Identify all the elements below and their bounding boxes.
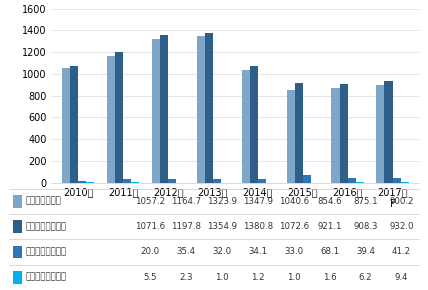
Bar <box>115 52 123 183</box>
Text: 900.2: 900.2 <box>389 197 414 206</box>
FancyBboxPatch shape <box>13 246 22 258</box>
Text: 1197.8: 1197.8 <box>171 222 201 231</box>
Bar <box>250 66 258 183</box>
Bar <box>160 35 168 183</box>
Bar <box>348 178 356 183</box>
Text: 1071.6: 1071.6 <box>135 222 165 231</box>
Bar <box>197 36 205 183</box>
Text: 1323.9: 1323.9 <box>207 197 237 206</box>
Bar <box>213 179 221 183</box>
Bar <box>152 39 160 183</box>
Text: 875.1: 875.1 <box>353 197 378 206</box>
Bar <box>168 179 176 183</box>
Bar <box>392 178 401 183</box>
Bar <box>205 32 213 183</box>
Bar <box>78 180 86 183</box>
Bar <box>356 182 364 183</box>
Text: 白糖需求量：万吨: 白糖需求量：万吨 <box>26 222 67 231</box>
Text: 908.3: 908.3 <box>353 222 378 231</box>
Text: 6.2: 6.2 <box>359 273 372 282</box>
FancyBboxPatch shape <box>13 220 22 233</box>
Bar <box>258 179 266 183</box>
Text: 1164.7: 1164.7 <box>171 197 201 206</box>
Bar <box>86 182 95 183</box>
Text: 5.5: 5.5 <box>143 273 157 282</box>
Bar <box>287 90 294 183</box>
Bar <box>376 85 384 183</box>
FancyBboxPatch shape <box>13 271 22 284</box>
Text: 1057.2: 1057.2 <box>135 197 165 206</box>
Text: 41.2: 41.2 <box>392 247 411 256</box>
Bar <box>62 68 70 183</box>
Text: 1.2: 1.2 <box>251 273 265 282</box>
Text: 白糖出口量：万吨: 白糖出口量：万吨 <box>26 273 67 282</box>
Text: 1040.6: 1040.6 <box>279 197 309 206</box>
Bar <box>242 70 250 183</box>
Text: 20.0: 20.0 <box>140 247 159 256</box>
Bar <box>339 84 348 183</box>
Text: 2.3: 2.3 <box>179 273 193 282</box>
Text: 1.0: 1.0 <box>287 273 300 282</box>
Bar <box>70 66 78 183</box>
Text: 33.0: 33.0 <box>284 247 303 256</box>
Bar <box>107 56 115 183</box>
Bar <box>303 175 311 183</box>
Bar <box>294 83 303 183</box>
Text: 1.6: 1.6 <box>323 273 336 282</box>
Text: 39.4: 39.4 <box>356 247 375 256</box>
Text: 854.6: 854.6 <box>317 197 342 206</box>
Text: 1354.9: 1354.9 <box>207 222 237 231</box>
Text: 1380.8: 1380.8 <box>243 222 273 231</box>
Text: 68.1: 68.1 <box>320 247 339 256</box>
Text: 932.0: 932.0 <box>389 222 414 231</box>
Text: 35.4: 35.4 <box>176 247 195 256</box>
Bar <box>123 179 131 183</box>
Text: 1.0: 1.0 <box>215 273 229 282</box>
FancyBboxPatch shape <box>13 195 22 208</box>
Text: 921.1: 921.1 <box>317 222 342 231</box>
Text: 白糖进口量：万吨: 白糖进口量：万吨 <box>26 247 67 256</box>
Bar <box>331 88 339 183</box>
Text: 34.1: 34.1 <box>248 247 267 256</box>
Text: 1072.6: 1072.6 <box>279 222 309 231</box>
Text: 白糖产量：万吨: 白糖产量：万吨 <box>26 197 62 206</box>
Bar <box>384 81 392 183</box>
Text: 32.0: 32.0 <box>212 247 231 256</box>
Text: 9.4: 9.4 <box>395 273 408 282</box>
Bar <box>401 182 409 183</box>
Text: 1347.9: 1347.9 <box>243 197 273 206</box>
